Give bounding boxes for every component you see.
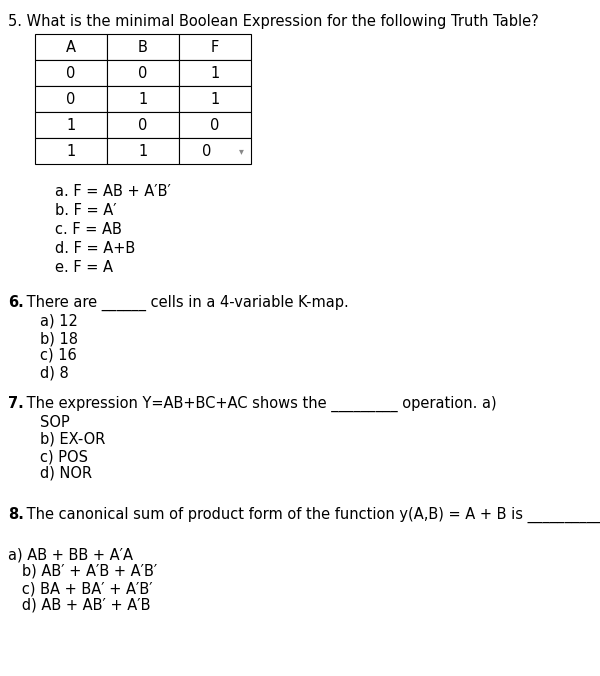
Bar bbox=[35, 138, 107, 164]
Text: b) EX-OR: b) EX-OR bbox=[40, 432, 106, 447]
Text: 6.: 6. bbox=[8, 295, 24, 310]
Text: d) 8: d) 8 bbox=[40, 365, 69, 380]
Bar bbox=[179, 86, 251, 112]
Text: ▾: ▾ bbox=[239, 146, 244, 156]
Text: 0: 0 bbox=[211, 118, 220, 132]
Text: B: B bbox=[138, 39, 148, 55]
Text: The canonical sum of product form of the function y(A,B) = A + B is __________: The canonical sum of product form of the… bbox=[22, 507, 600, 523]
Bar bbox=[35, 86, 107, 112]
Bar bbox=[35, 60, 107, 86]
Text: 1: 1 bbox=[211, 91, 220, 107]
Text: 0: 0 bbox=[67, 66, 76, 80]
Text: 0: 0 bbox=[139, 118, 148, 132]
Text: There are ______ cells in a 4-variable K-map.: There are ______ cells in a 4-variable K… bbox=[22, 295, 349, 311]
Text: 8.: 8. bbox=[8, 507, 24, 522]
Text: 1: 1 bbox=[139, 143, 148, 158]
Bar bbox=[179, 60, 251, 86]
Text: 1: 1 bbox=[211, 66, 220, 80]
Text: c) 16: c) 16 bbox=[40, 348, 77, 363]
Bar bbox=[107, 86, 179, 112]
Text: c) BA + BA′ + A′B′: c) BA + BA′ + A′B′ bbox=[8, 581, 152, 596]
Text: The expression Y=AB+BC+AC shows the _________ operation. a): The expression Y=AB+BC+AC shows the ____… bbox=[22, 396, 497, 412]
Text: 1: 1 bbox=[67, 143, 76, 158]
Text: a) 12: a) 12 bbox=[40, 314, 78, 329]
Text: d. F = A+B: d. F = A+B bbox=[55, 241, 135, 256]
Text: 1: 1 bbox=[139, 91, 148, 107]
Text: F: F bbox=[211, 39, 219, 55]
Text: e. F = A: e. F = A bbox=[55, 260, 113, 275]
Text: 5. What is the minimal Boolean Expression for the following Truth Table?: 5. What is the minimal Boolean Expressio… bbox=[8, 14, 539, 29]
Bar bbox=[107, 138, 179, 164]
Bar bbox=[35, 34, 107, 60]
Text: 0: 0 bbox=[67, 91, 76, 107]
Text: 7.: 7. bbox=[8, 396, 24, 411]
Text: A: A bbox=[66, 39, 76, 55]
Text: d) AB + AB′ + A′B: d) AB + AB′ + A′B bbox=[8, 598, 151, 613]
Text: a. F = AB + A′B′: a. F = AB + A′B′ bbox=[55, 184, 171, 199]
Bar bbox=[35, 112, 107, 138]
Text: b) 18: b) 18 bbox=[40, 331, 78, 346]
Bar bbox=[107, 60, 179, 86]
Text: 0: 0 bbox=[139, 66, 148, 80]
Text: d) NOR: d) NOR bbox=[40, 466, 92, 481]
Bar bbox=[179, 34, 251, 60]
Bar bbox=[107, 34, 179, 60]
Text: SOP: SOP bbox=[40, 415, 70, 430]
Text: c. F = AB: c. F = AB bbox=[55, 222, 122, 237]
Text: c) POS: c) POS bbox=[40, 449, 88, 464]
Bar bbox=[107, 112, 179, 138]
Bar bbox=[179, 138, 251, 164]
Text: 0: 0 bbox=[202, 143, 212, 158]
Bar bbox=[179, 112, 251, 138]
Text: b. F = A′: b. F = A′ bbox=[55, 203, 116, 218]
Text: 1: 1 bbox=[67, 118, 76, 132]
Text: a) AB + BB + A′A: a) AB + BB + A′A bbox=[8, 547, 133, 562]
Text: b) AB′ + A′B + A′B′: b) AB′ + A′B + A′B′ bbox=[8, 564, 157, 579]
